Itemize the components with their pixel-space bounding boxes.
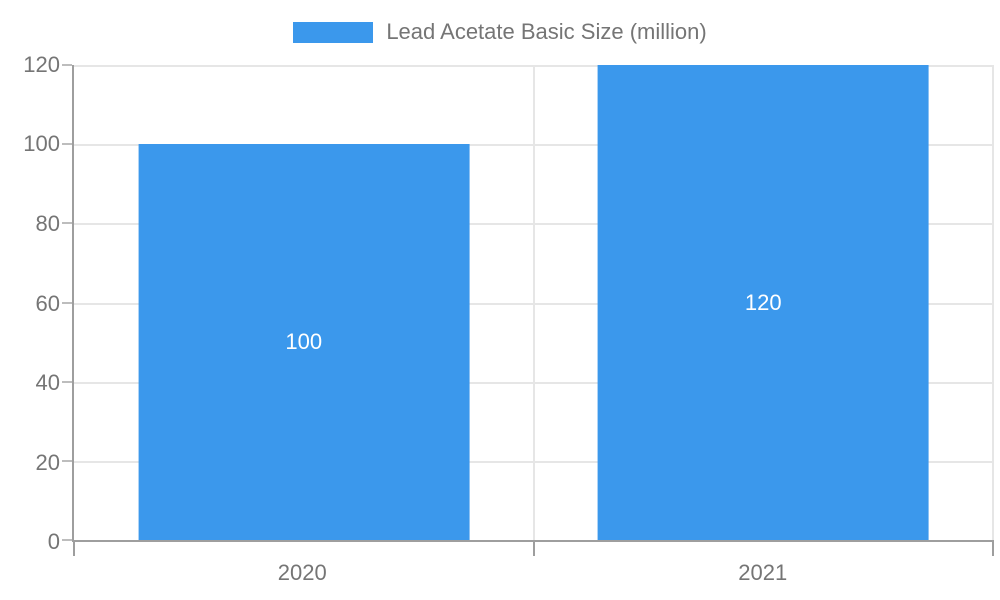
y-tick-mark [62,143,72,146]
y-tick-label: 40 [35,369,60,395]
bar: 100 [138,144,470,540]
y-axis-labels: 0 20 40 60 80 100 120 [0,52,62,554]
y-tick-label: 80 [35,210,60,236]
y-tick-label: 0 [47,529,60,554]
plot-area: 100 120 [62,64,994,556]
y-tick-mark [62,459,72,462]
y-tick-mark [62,301,72,304]
y-tick-mark [62,380,72,383]
gridline [532,65,535,540]
y-tick-label: 20 [35,449,60,475]
x-tick-mark [532,540,535,556]
legend-label: Lead Acetate Basic Size (million) [386,19,707,44]
x-tick-mark [992,540,994,556]
y-tick-mark [62,539,72,541]
y-tick-label: 60 [35,290,60,316]
bar-value-label: 100 [285,329,323,355]
y-tick-label: 100 [23,131,60,157]
chart-legend: Lead Acetate Basic Size (million) [0,19,1000,45]
x-tick-mark [73,540,75,556]
x-category-label: 2021 [738,560,788,585]
legend-item[interactable]: Lead Acetate Basic Size (million) [293,19,707,45]
y-tick-label: 120 [23,52,60,77]
legend-swatch-icon [293,21,374,43]
y-tick-mark [62,222,72,225]
x-category-label: 2020 [277,560,327,585]
bar-value-label: 120 [744,289,782,315]
x-axis-labels: 2020 2021 [72,548,993,592]
gridline [992,65,994,540]
bar: 120 [597,65,929,540]
y-tick-mark [62,64,72,66]
